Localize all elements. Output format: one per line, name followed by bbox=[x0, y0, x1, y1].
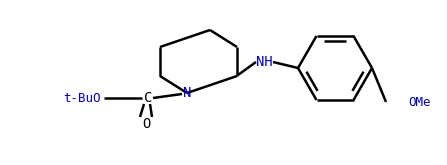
Text: C: C bbox=[144, 91, 152, 105]
Text: O: O bbox=[142, 117, 150, 131]
Text: NH: NH bbox=[256, 55, 272, 69]
Text: N: N bbox=[183, 86, 191, 100]
Text: OMe: OMe bbox=[408, 96, 430, 109]
Text: t-BuO: t-BuO bbox=[63, 92, 101, 104]
